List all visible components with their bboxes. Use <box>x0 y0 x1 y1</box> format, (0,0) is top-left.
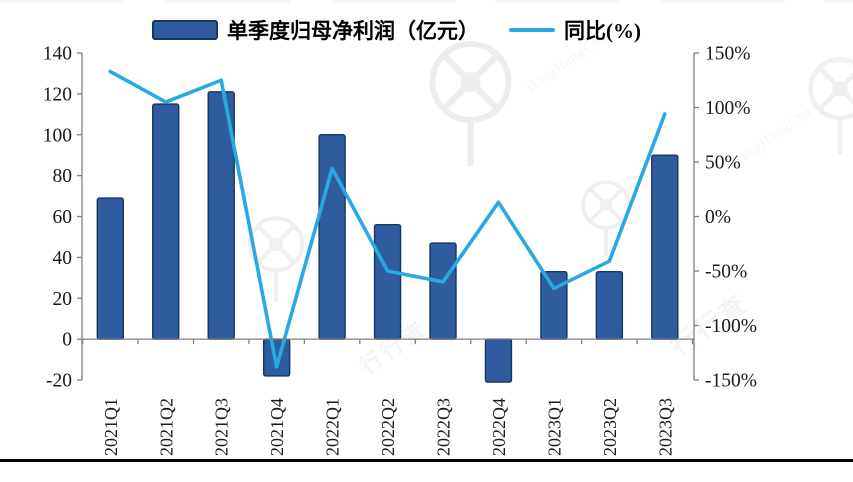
top-border-fragments <box>0 0 853 3</box>
bar-2022Q2 <box>373 223 402 340</box>
line-series-label: 同比(%) <box>564 19 641 43</box>
right-axis-tick-label: 0% <box>705 207 731 228</box>
x-axis-label-2023Q2: 2023Q2 <box>600 398 620 456</box>
left-axis-tick-label: 20 <box>53 289 73 310</box>
left-axis-tick-label: 60 <box>53 207 73 228</box>
x-axis-label-2022Q1: 2022Q1 <box>323 398 343 456</box>
right-axis-tick-label: 150% <box>705 44 751 65</box>
right-axis-tick-label: -150% <box>705 371 757 392</box>
yoy-line <box>108 69 667 369</box>
bar-series-label: 单季度归母净利润（亿元） <box>227 19 479 43</box>
axes <box>77 52 699 381</box>
left-axis-tick-label: 100 <box>43 125 72 146</box>
right-axis-tick-label: -100% <box>705 316 757 337</box>
x-axis-label-2022Q4: 2022Q4 <box>489 398 509 456</box>
bar-series <box>96 91 679 383</box>
right-axis-tick-label: 100% <box>705 98 751 119</box>
bar-2022Q3 <box>429 242 457 340</box>
bar-2021Q2 <box>152 103 180 340</box>
left-axis-tick-label: 80 <box>53 166 73 187</box>
bar-series-swatch <box>152 20 218 40</box>
chart-legend: 单季度归母净利润（亿元） 同比(%) <box>0 15 823 45</box>
right-axis-tick-label: 50% <box>705 153 741 174</box>
left-axis-tick-label: 140 <box>43 44 72 65</box>
bar-2022Q1 <box>318 134 346 340</box>
x-axis-label-2021Q3: 2021Q3 <box>212 398 232 456</box>
legend-item-line-series: 同比(%) <box>509 15 641 45</box>
x-axis-label-2021Q4: 2021Q4 <box>267 398 287 456</box>
x-axis-label-2021Q1: 2021Q1 <box>101 398 121 456</box>
left-axis-tick-label: 120 <box>43 84 72 105</box>
left-axis-tick-label: -20 <box>46 371 72 392</box>
left-axis-tick-label: 0 <box>62 330 72 351</box>
x-axis-label-2023Q3: 2023Q3 <box>655 398 675 456</box>
bar-2022Q4 <box>484 338 513 383</box>
axis-labels: 140 120 100 80 60 40 20 0 -20 150% 100% 50% 0% -50% -1… <box>43 44 757 457</box>
bar-2023Q2 <box>595 270 624 340</box>
legend-item-bar-series: 单季度归母净利润（亿元） <box>152 15 479 45</box>
x-axis-label-2022Q2: 2022Q2 <box>378 398 398 456</box>
x-axis-label-2023Q1: 2023Q1 <box>544 398 564 456</box>
x-axis-label-2022Q3: 2022Q3 <box>434 398 454 456</box>
x-axis-label-2021Q2: 2021Q2 <box>156 398 176 456</box>
bottom-divider <box>0 459 853 462</box>
bar-2021Q1 <box>96 197 125 340</box>
right-axis-tick-label: -50% <box>705 262 747 283</box>
bar-2023Q1 <box>540 270 568 340</box>
bar-2023Q3 <box>651 154 679 340</box>
line-series-swatch <box>509 28 555 32</box>
left-axis-tick-label: 40 <box>53 248 73 269</box>
